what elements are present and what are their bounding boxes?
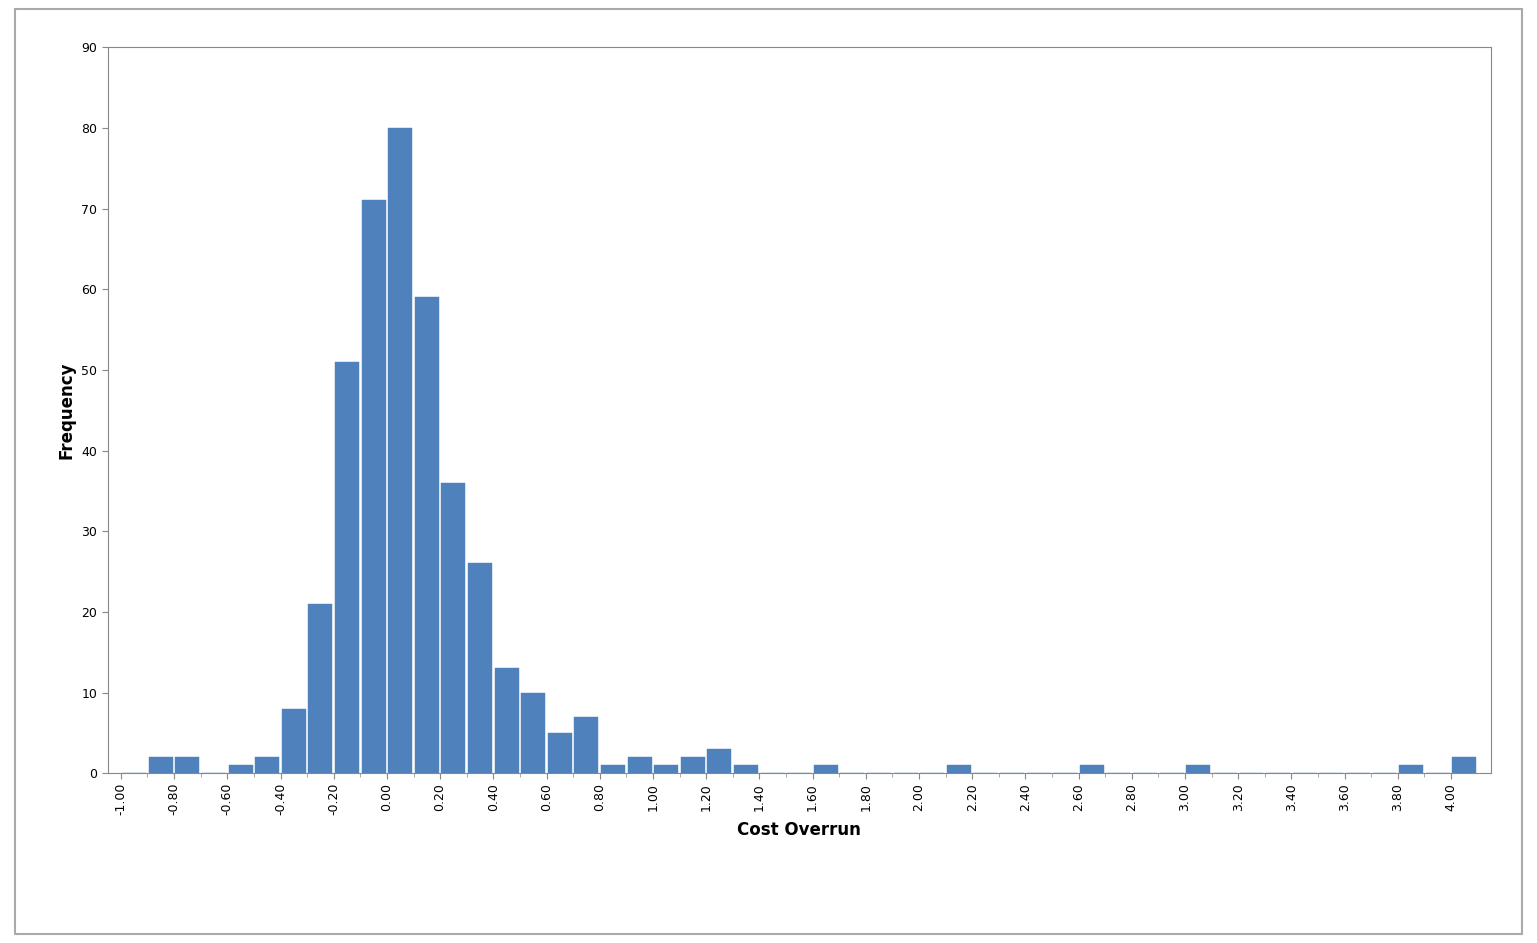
Bar — [149, 757, 172, 773]
Bar — [389, 128, 412, 773]
Bar — [947, 765, 971, 773]
Bar — [361, 201, 386, 773]
Bar — [627, 757, 652, 773]
X-axis label: Cost Overrun: Cost Overrun — [738, 821, 861, 839]
Bar — [1187, 765, 1210, 773]
Bar — [707, 749, 732, 773]
Bar — [335, 362, 360, 773]
Bar — [735, 765, 758, 773]
Bar — [309, 604, 332, 773]
Bar — [469, 564, 492, 773]
Bar — [655, 765, 678, 773]
Bar — [415, 297, 438, 773]
Bar — [441, 483, 466, 773]
Bar — [281, 709, 306, 773]
Bar — [175, 757, 200, 773]
Bar — [1452, 757, 1476, 773]
Bar — [1081, 765, 1104, 773]
Bar — [547, 733, 572, 773]
Bar — [255, 757, 280, 773]
Bar — [575, 717, 598, 773]
Bar — [681, 757, 705, 773]
Bar — [229, 765, 252, 773]
Bar — [815, 765, 838, 773]
Y-axis label: Frequency: Frequency — [57, 361, 75, 459]
Bar — [495, 669, 518, 773]
Bar — [1399, 765, 1423, 773]
Bar — [601, 765, 626, 773]
Bar — [521, 692, 546, 773]
